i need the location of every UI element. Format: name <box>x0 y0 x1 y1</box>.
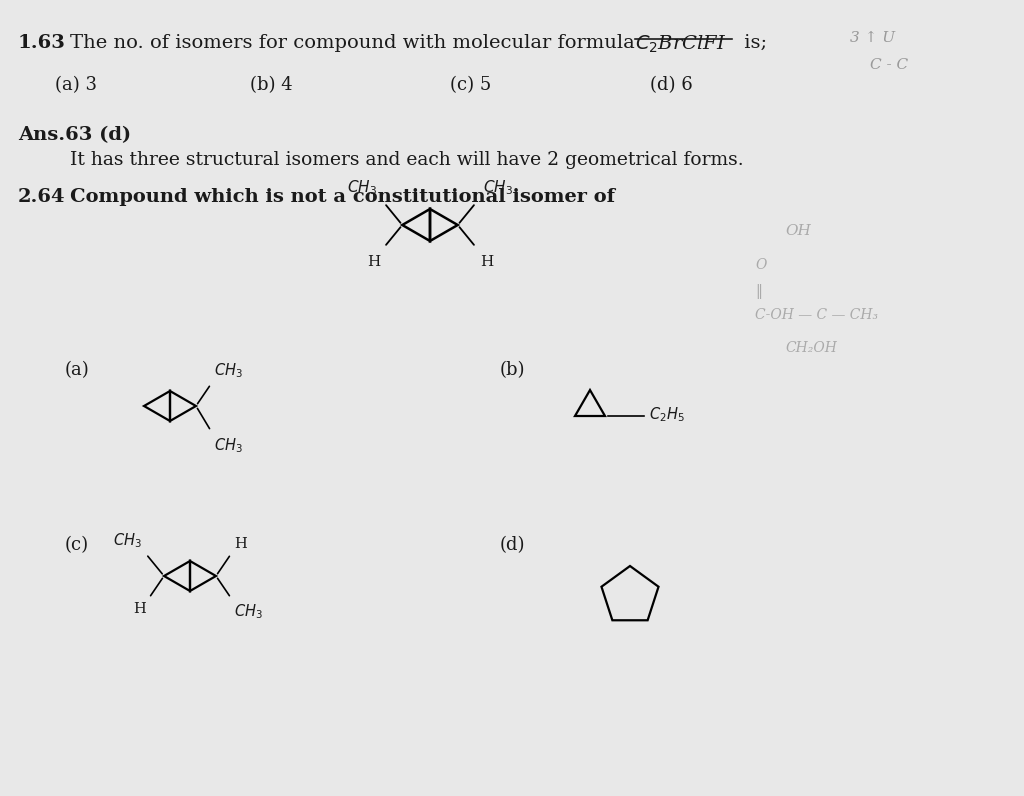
Text: C - C: C - C <box>870 58 908 72</box>
Text: $C_2H_5$: $C_2H_5$ <box>649 406 685 424</box>
Text: (c): (c) <box>65 536 89 554</box>
Text: (d) 6: (d) 6 <box>650 76 693 94</box>
Text: C-OH — C — CH₃: C-OH — C — CH₃ <box>755 308 879 322</box>
Text: (b): (b) <box>500 361 525 379</box>
Text: H: H <box>233 537 247 551</box>
Text: 2.64: 2.64 <box>18 188 66 206</box>
Text: (a) 3: (a) 3 <box>55 76 97 94</box>
Text: $CH_3$: $CH_3$ <box>114 531 142 550</box>
Text: (b) 4: (b) 4 <box>250 76 293 94</box>
Text: O: O <box>755 258 766 272</box>
Text: $CH_3$: $CH_3$ <box>233 602 263 621</box>
Text: $CH_3$: $CH_3$ <box>482 178 513 197</box>
Text: Compound which is not a constitutional isomer of: Compound which is not a constitutional i… <box>70 188 615 206</box>
Text: $CH_3$: $CH_3$ <box>214 361 243 380</box>
Text: H: H <box>479 255 493 269</box>
Text: It has three structural isomers and each will have 2 geometrical forms.: It has three structural isomers and each… <box>70 151 743 169</box>
Text: is;: is; <box>738 34 767 52</box>
Text: 3 ↑ U: 3 ↑ U <box>850 31 895 45</box>
Text: 1.63: 1.63 <box>18 34 66 52</box>
Text: $CH_3$: $CH_3$ <box>214 436 243 455</box>
Text: (a): (a) <box>65 361 90 379</box>
Text: (c) 5: (c) 5 <box>450 76 492 94</box>
Text: H: H <box>133 602 146 616</box>
Text: $CH_3$: $CH_3$ <box>347 178 377 197</box>
Text: Ans.63 (d): Ans.63 (d) <box>18 126 131 144</box>
Text: (d): (d) <box>500 536 525 554</box>
Text: OH: OH <box>785 224 811 238</box>
Text: CH₂OH: CH₂OH <box>785 341 837 355</box>
Text: The no. of isomers for compound with molecular formula: The no. of isomers for compound with mol… <box>70 34 641 52</box>
Text: $C_2$BrClFI: $C_2$BrClFI <box>635 34 726 55</box>
Text: H: H <box>367 255 380 269</box>
Text: ‖: ‖ <box>755 284 762 299</box>
